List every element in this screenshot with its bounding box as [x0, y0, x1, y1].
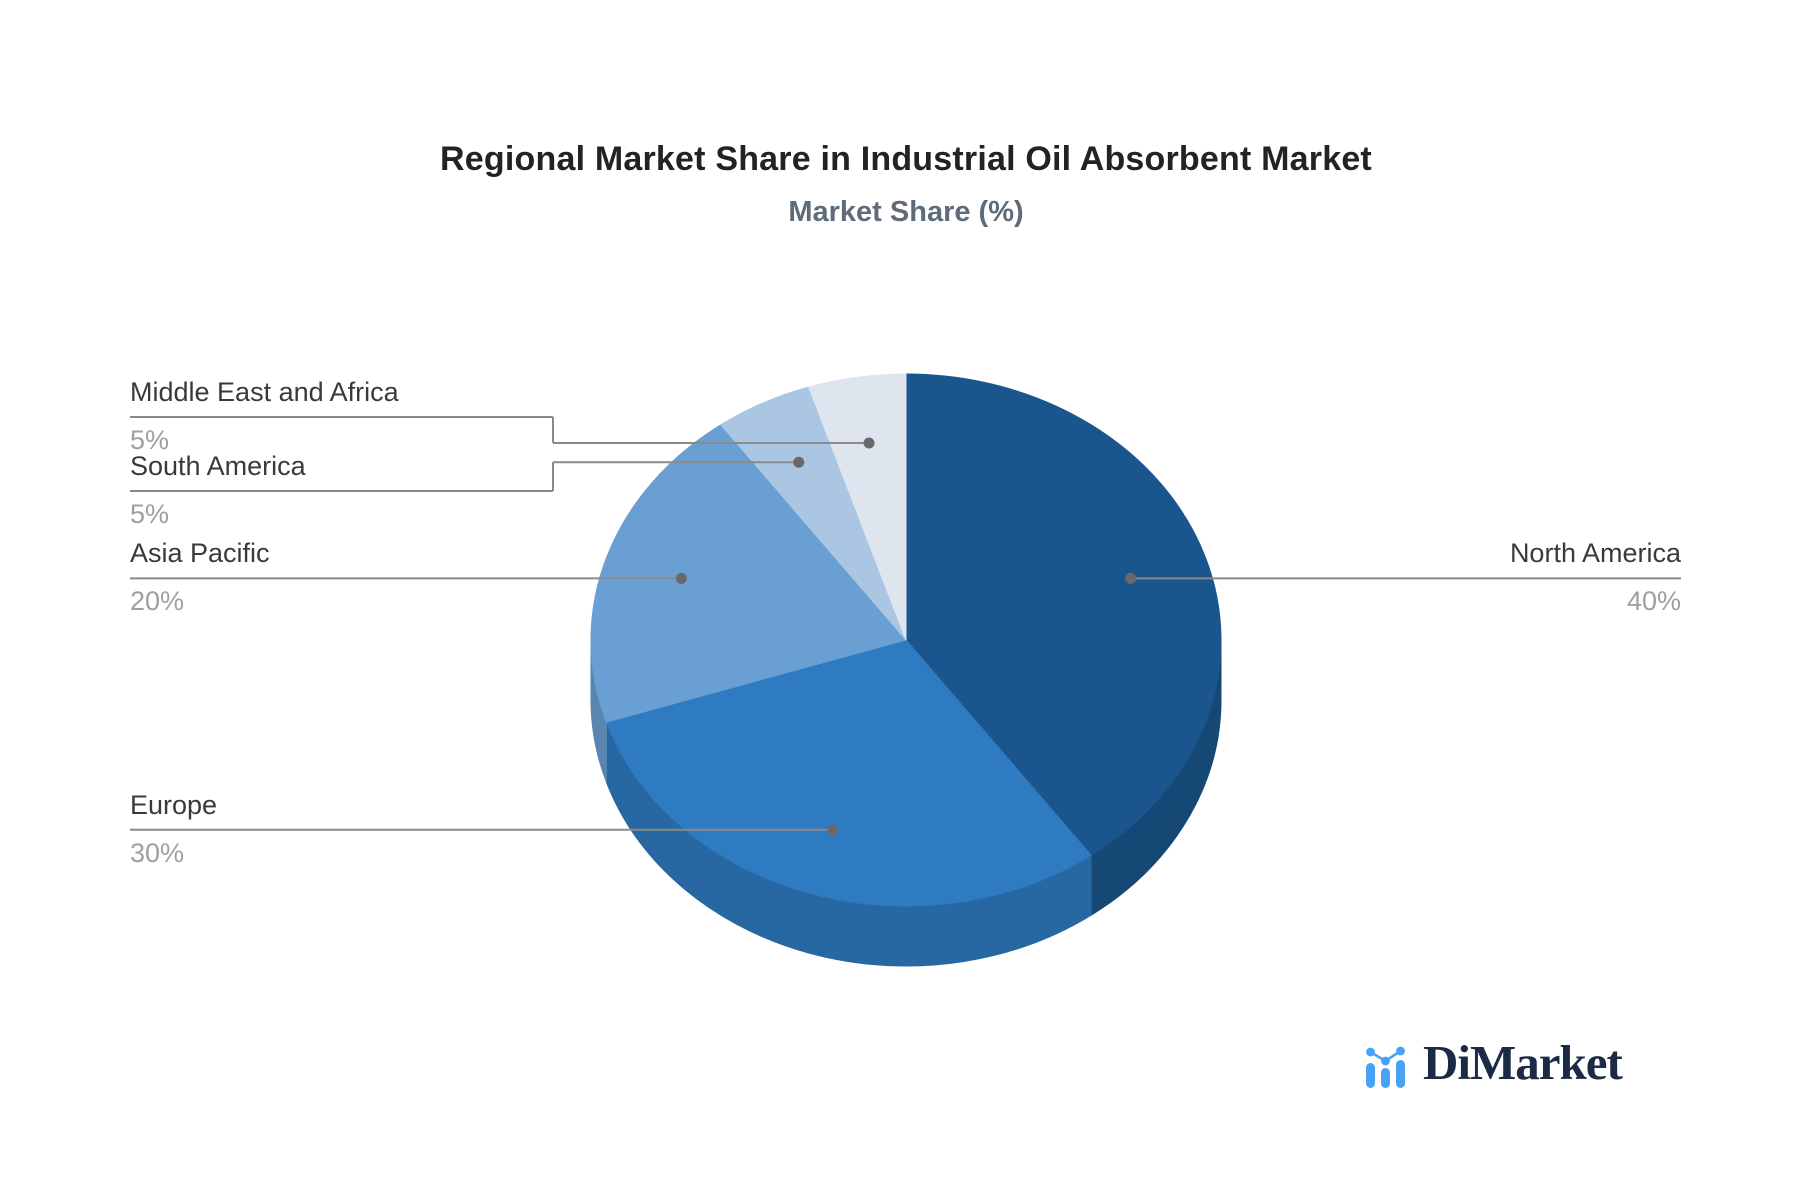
slice-value-middle-east-and-africa: 5% [130, 425, 170, 455]
callout-dot-middle-east-and-africa [863, 437, 875, 449]
callout-dot-asia-pacific [675, 572, 687, 584]
chart-subtitle: Market Share (%) [788, 196, 1024, 228]
slice-label-asia-pacific: Asia Pacific [130, 538, 270, 569]
slice-value-europe: 30% [130, 837, 185, 868]
pie-slice-europe[interactable] [605, 639, 1092, 907]
brand-logo: DiMarket [1366, 1035, 1623, 1090]
slice-label-europe: Europe [130, 789, 218, 820]
slice-value-asia-pacific: 20% [130, 586, 185, 617]
slice-label-south-america: South America [130, 451, 306, 481]
chart-title: Regional Market Share in Industrial Oil … [440, 140, 1372, 178]
callout-dot-north-america [1125, 572, 1137, 584]
callout-dot-south-america [793, 456, 805, 468]
pie-slice-north-america[interactable] [905, 373, 1222, 856]
dimarket-logo-text: DiMarket [1423, 1035, 1623, 1090]
slice-label-north-america: North America [1509, 538, 1681, 569]
pie-slice-middle-east-and-africa[interactable] [807, 373, 907, 641]
pie-slice-asia-pacific[interactable] [590, 424, 907, 723]
callout-dot-europe [827, 824, 839, 836]
slice-label-middle-east-and-africa: Middle East and Africa [130, 377, 399, 407]
slice-value-north-america: 40% [1626, 586, 1681, 617]
slice-value-south-america: 5% [130, 499, 170, 529]
dimarket-logo-icon [1366, 1046, 1405, 1088]
